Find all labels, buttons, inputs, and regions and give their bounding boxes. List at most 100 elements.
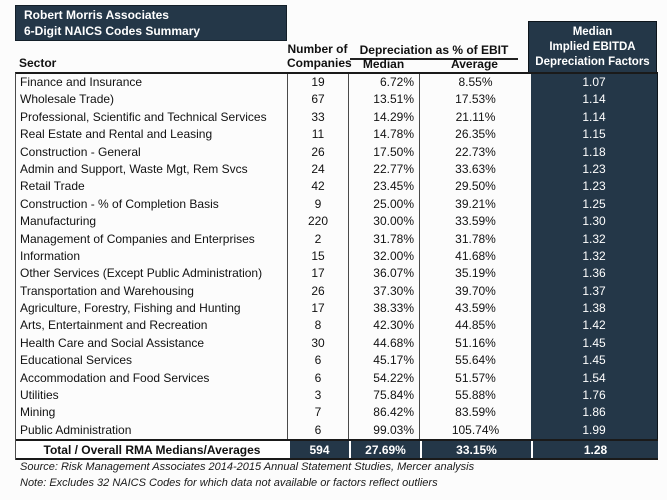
average-cell: 31.78% [455, 231, 496, 246]
average-cell: 51.16% [455, 335, 496, 350]
table-row: Agriculture, Forestry, Fishing and Hunti… [16, 300, 658, 318]
median-cell: 17.50% [349, 143, 420, 161]
sector-cell: Construction - General [16, 143, 288, 161]
column-header-companies-line1: Number of [287, 42, 348, 56]
factor-cell: 1.14 [531, 91, 658, 109]
factor-cell: 1.86 [531, 404, 658, 422]
average-cell: 39.21% [455, 196, 496, 211]
factor-cell: 1.36 [531, 265, 658, 283]
median-cell: 86.42% [349, 404, 420, 422]
total-median-value: 27.69% [349, 441, 420, 459]
companies-cell: 6 [288, 421, 349, 440]
median-cell: 14.78% [349, 126, 420, 144]
column-header-average: Average [451, 57, 498, 71]
table-row: Other Services (Except Public Administra… [16, 265, 658, 283]
companies-cell: 15 [288, 247, 349, 266]
median-cell: 37.30% [349, 282, 420, 301]
factor-cell: 1.15 [531, 126, 658, 144]
median-cell: 75.84% [349, 387, 420, 405]
sector-cell: Management of Companies and Enterprises [16, 230, 288, 248]
average-cell: 22.73% [455, 144, 496, 159]
column-header-companies: Number of Companies [287, 42, 352, 70]
companies-cell: 17 [288, 300, 349, 318]
median-cell: 32.00% [349, 247, 420, 266]
table-row: Educational Services 6 45.17% 55.64% 1.4… [16, 352, 658, 370]
sector-cell: Retail Trade [16, 178, 288, 196]
companies-cell: 24 [288, 160, 349, 179]
companies-cell: 220 [288, 213, 349, 231]
average-cell: 55.88% [455, 388, 496, 403]
sector-cell: Finance and Insurance [16, 74, 288, 92]
average-cell: 17.53% [455, 92, 496, 107]
average-cell: 41.68% [455, 248, 496, 263]
sector-cell: Admin and Support, Waste Mgt, Rem Svcs [16, 160, 288, 179]
factor-cell: 1.32 [531, 230, 658, 248]
companies-cell: 26 [288, 143, 349, 161]
sector-cell: Health Care and Social Assistance [16, 334, 288, 353]
median-cell: 22.77% [349, 160, 420, 179]
sector-cell: Manufacturing [16, 213, 288, 231]
factor-cell: 1.14 [531, 108, 658, 127]
average-cell: 33.63% [455, 161, 496, 176]
median-cell: 42.30% [349, 317, 420, 335]
companies-cell: 19 [288, 74, 349, 92]
sector-cell: Construction - % of Completion Basis [16, 195, 288, 214]
average-cell: 8.55% [458, 75, 493, 89]
table-row: Construction - General 26 17.50% 22.73% … [16, 143, 658, 161]
median-cell: 30.00% [349, 213, 420, 231]
table-row: Accommodation and Food Services 6 54.22%… [16, 369, 658, 388]
median-cell: 31.78% [349, 230, 420, 248]
median-cell: 36.07% [349, 265, 420, 283]
table-row: Health Care and Social Assistance 30 44.… [16, 334, 658, 353]
total-row: Total / Overall RMA Medians/Averages 594… [16, 439, 658, 461]
sector-cell: Utilities [16, 387, 288, 405]
median-cell: 54.22% [349, 369, 420, 388]
sector-cell: Real Estate and Rental and Leasing [16, 126, 288, 144]
median-cell: 14.29% [349, 108, 420, 127]
factor-cell: 1.42 [531, 317, 658, 335]
companies-cell: 3 [288, 387, 349, 405]
sector-cell: Agriculture, Forestry, Fishing and Hunti… [16, 300, 288, 318]
median-cell: 25.00% [349, 195, 420, 214]
factors-header-line1: Median [572, 26, 613, 38]
average-cell: 29.50% [455, 179, 496, 194]
column-header-median: Median [362, 57, 405, 71]
companies-cell: 6 [288, 352, 349, 370]
companies-cell: 2 [288, 230, 349, 248]
median-cell: 38.33% [349, 300, 420, 318]
table-row: Arts, Entertainment and Recreation 8 42.… [16, 317, 658, 335]
sector-cell: Accommodation and Food Services [16, 369, 288, 388]
column-group-header-depreciation: Depreciation as % of EBIT [350, 43, 518, 60]
sector-cell: Transportation and Warehousing [16, 282, 288, 301]
factor-cell: 1.37 [531, 282, 658, 301]
companies-cell: 9 [288, 195, 349, 214]
report-title-line2: 6-Digit NAICS Codes Summary [24, 24, 201, 38]
sector-cell: Educational Services [16, 352, 288, 370]
table-row: Construction - % of Completion Basis 9 2… [16, 195, 658, 214]
table-row: Retail Trade 42 23.45% 29.50% 1.23 [16, 178, 658, 196]
average-cell: 43.59% [455, 301, 496, 316]
sector-cell: Other Services (Except Public Administra… [16, 265, 288, 283]
average-cell: 51.57% [455, 370, 496, 385]
table-row: Finance and Insurance 19 6.72% 8.55% 1.0… [16, 74, 658, 92]
sector-cell: Public Administration [16, 421, 288, 440]
companies-cell: 67 [288, 91, 349, 109]
report-title-line1: Robert Morris Associates [24, 8, 169, 22]
table-row: Transportation and Warehousing 26 37.30%… [16, 282, 658, 301]
median-cell: 99.03% [349, 421, 420, 440]
total-label: Total / Overall RMA Medians/Averages [16, 441, 288, 459]
average-cell: 21.11% [455, 109, 496, 124]
factor-cell: 1.07 [531, 74, 658, 92]
median-cell: 6.72% [349, 74, 420, 92]
factor-cell: 1.32 [531, 247, 658, 266]
companies-cell: 7 [288, 404, 349, 422]
naics-summary-table: Finance and Insurance 19 6.72% 8.55% 1.0… [15, 72, 658, 461]
factor-cell: 1.38 [531, 300, 658, 318]
factor-cell: 1.99 [531, 421, 658, 440]
companies-cell: 26 [288, 282, 349, 301]
factors-header-line3: Depreciation Factors [535, 56, 650, 68]
factor-cell: 1.23 [531, 160, 658, 179]
factor-cell: 1.23 [531, 178, 658, 196]
exclusion-footnote: Note: Excludes 32 NAICS Codes for which … [20, 477, 438, 489]
table-row: Wholesale Trade) 67 13.51% 17.53% 1.14 [16, 91, 658, 109]
